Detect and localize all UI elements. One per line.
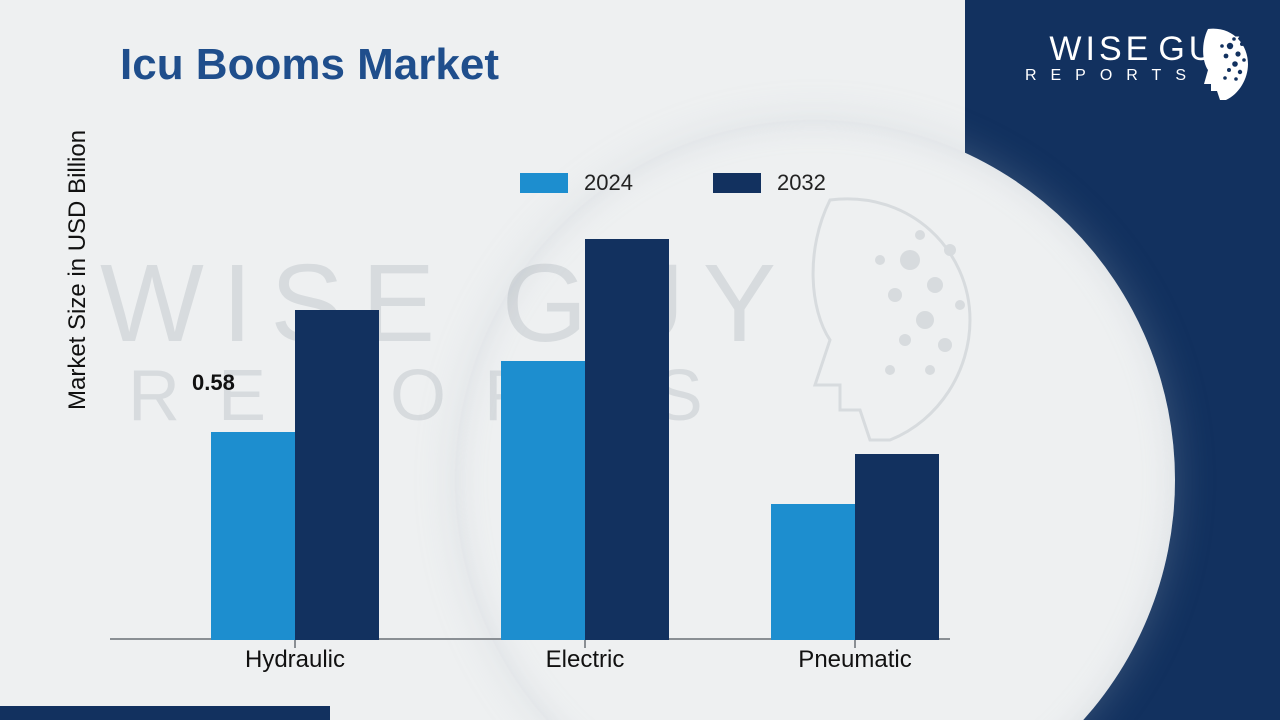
bar-group-electric: Electric [490,239,680,640]
bar-group-pneumatic: Pneumatic [760,454,950,640]
brand-head-icon [1190,26,1250,104]
brand-wise: WISE [1049,30,1152,68]
bar-pneumatic-2024 [771,504,855,640]
bar-hydraulic-2024 [211,432,295,640]
y-axis-label: Market Size in USD Billion [64,130,92,410]
brand-logo: WISEGUY REPORTS [984,30,1244,85]
x-label-pneumatic: Pneumatic [798,646,911,674]
bar-hydraulic-2032 [295,310,379,640]
legend-item-2024: 2024 [520,170,633,196]
bar-pneumatic-2032 [855,454,939,640]
legend-label-2024: 2024 [584,170,633,196]
plot-area: Hydraulic Electric Pneumatic [110,210,950,640]
bar-group-hydraulic: Hydraulic [200,310,390,640]
chart-canvas: WISE GUY REPORTS Icu Booms Market [0,0,1280,720]
legend-swatch-2024 [520,173,568,193]
legend-item-2032: 2032 [713,170,826,196]
legend-swatch-2032 [713,173,761,193]
x-label-hydraulic: Hydraulic [245,646,345,674]
bar-electric-2032 [585,239,669,640]
x-label-electric: Electric [546,646,625,674]
chart-title: Icu Booms Market [120,40,499,90]
legend-label-2032: 2032 [777,170,826,196]
value-label: 0.58 [192,370,235,396]
bar-electric-2024 [501,361,585,641]
bottom-accent-bar [0,706,330,720]
legend: 2024 2032 [520,170,826,196]
